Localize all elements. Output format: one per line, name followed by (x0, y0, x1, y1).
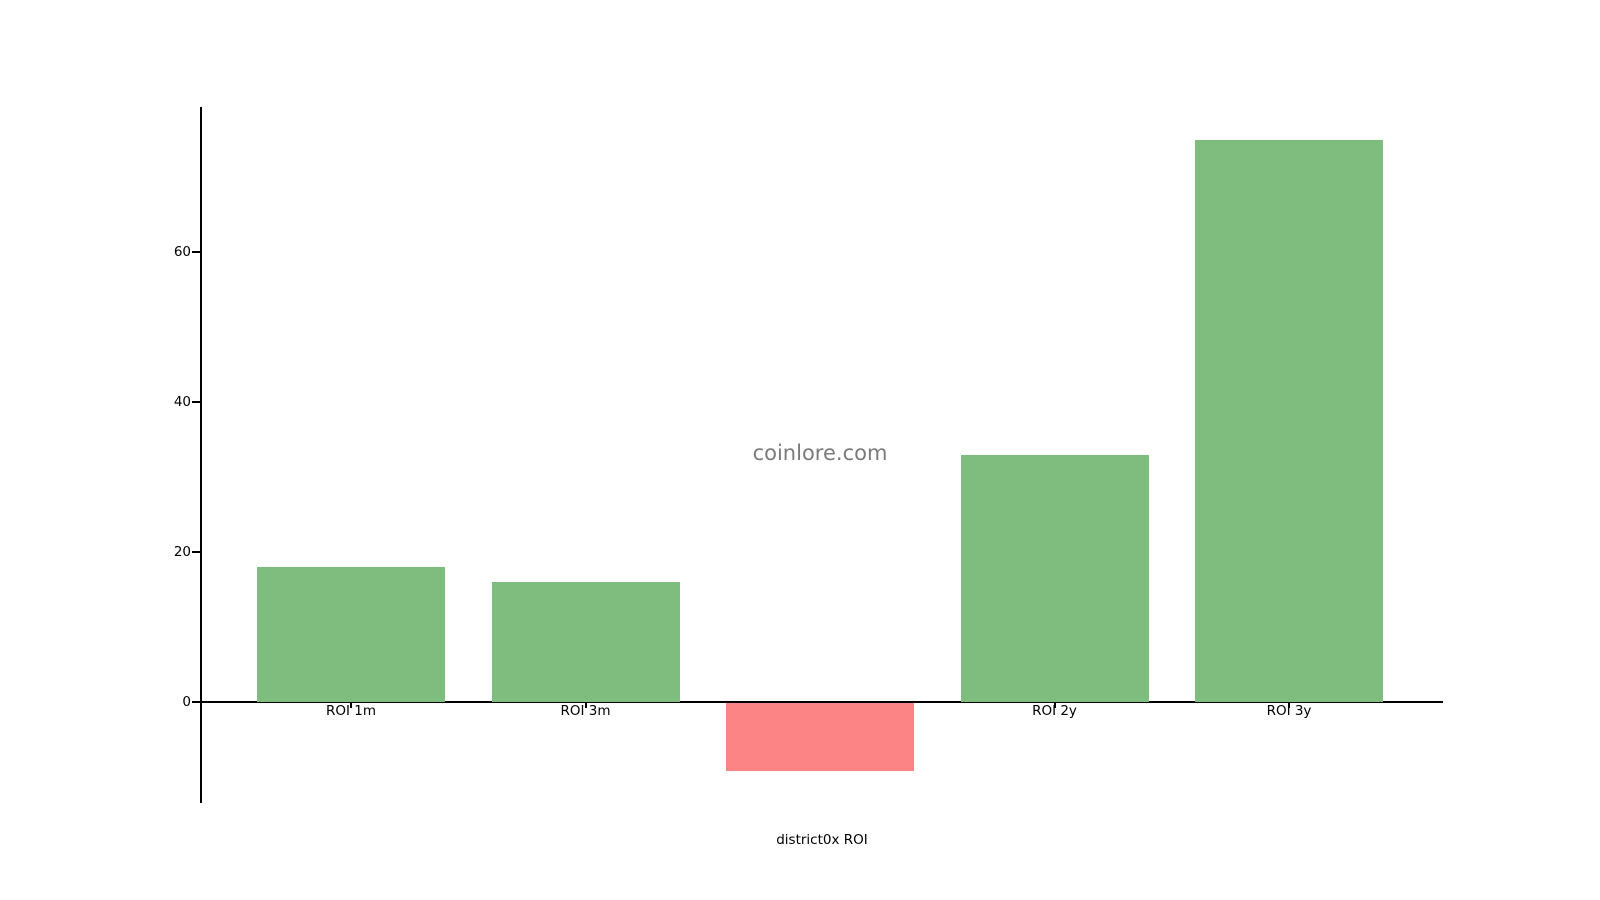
x-tick-label-roi-3y: ROI 3y (1266, 703, 1312, 719)
bar-bar-3 (726, 703, 914, 771)
y-tick-label-20: 20 (173, 544, 191, 560)
y-tick-60 (192, 251, 201, 253)
x-tick-roi-2y (1053, 702, 1056, 708)
y-tick-label-60: 60 (173, 244, 191, 260)
y-tick-20 (192, 551, 201, 553)
bar-roi-3m (491, 582, 680, 702)
x-tick-roi-1m (350, 702, 352, 708)
x-axis-zero-line (200, 701, 1443, 703)
x-tick-roi-3m (584, 702, 587, 708)
watermark-text: coinlore.com (752, 441, 888, 465)
x-tick-label-roi-3m: ROI 3m (560, 703, 611, 719)
y-axis-line (200, 107, 202, 803)
x-tick-label-roi-2y: ROI 2y (1032, 703, 1077, 719)
y-tick-label-40: 40 (173, 394, 191, 410)
x-tick-label-roi-1m: ROI 1m (325, 703, 377, 719)
x-tick-roi-3y (1288, 702, 1290, 708)
y-tick-label-0: 0 (182, 694, 191, 710)
bar-roi-2y (960, 454, 1149, 702)
y-tick-40 (192, 401, 201, 403)
y-tick-0 (192, 701, 201, 703)
chart-title: district0x ROI (776, 832, 868, 848)
bar-roi-1m (257, 567, 445, 702)
bar-roi-3y (1195, 139, 1383, 702)
